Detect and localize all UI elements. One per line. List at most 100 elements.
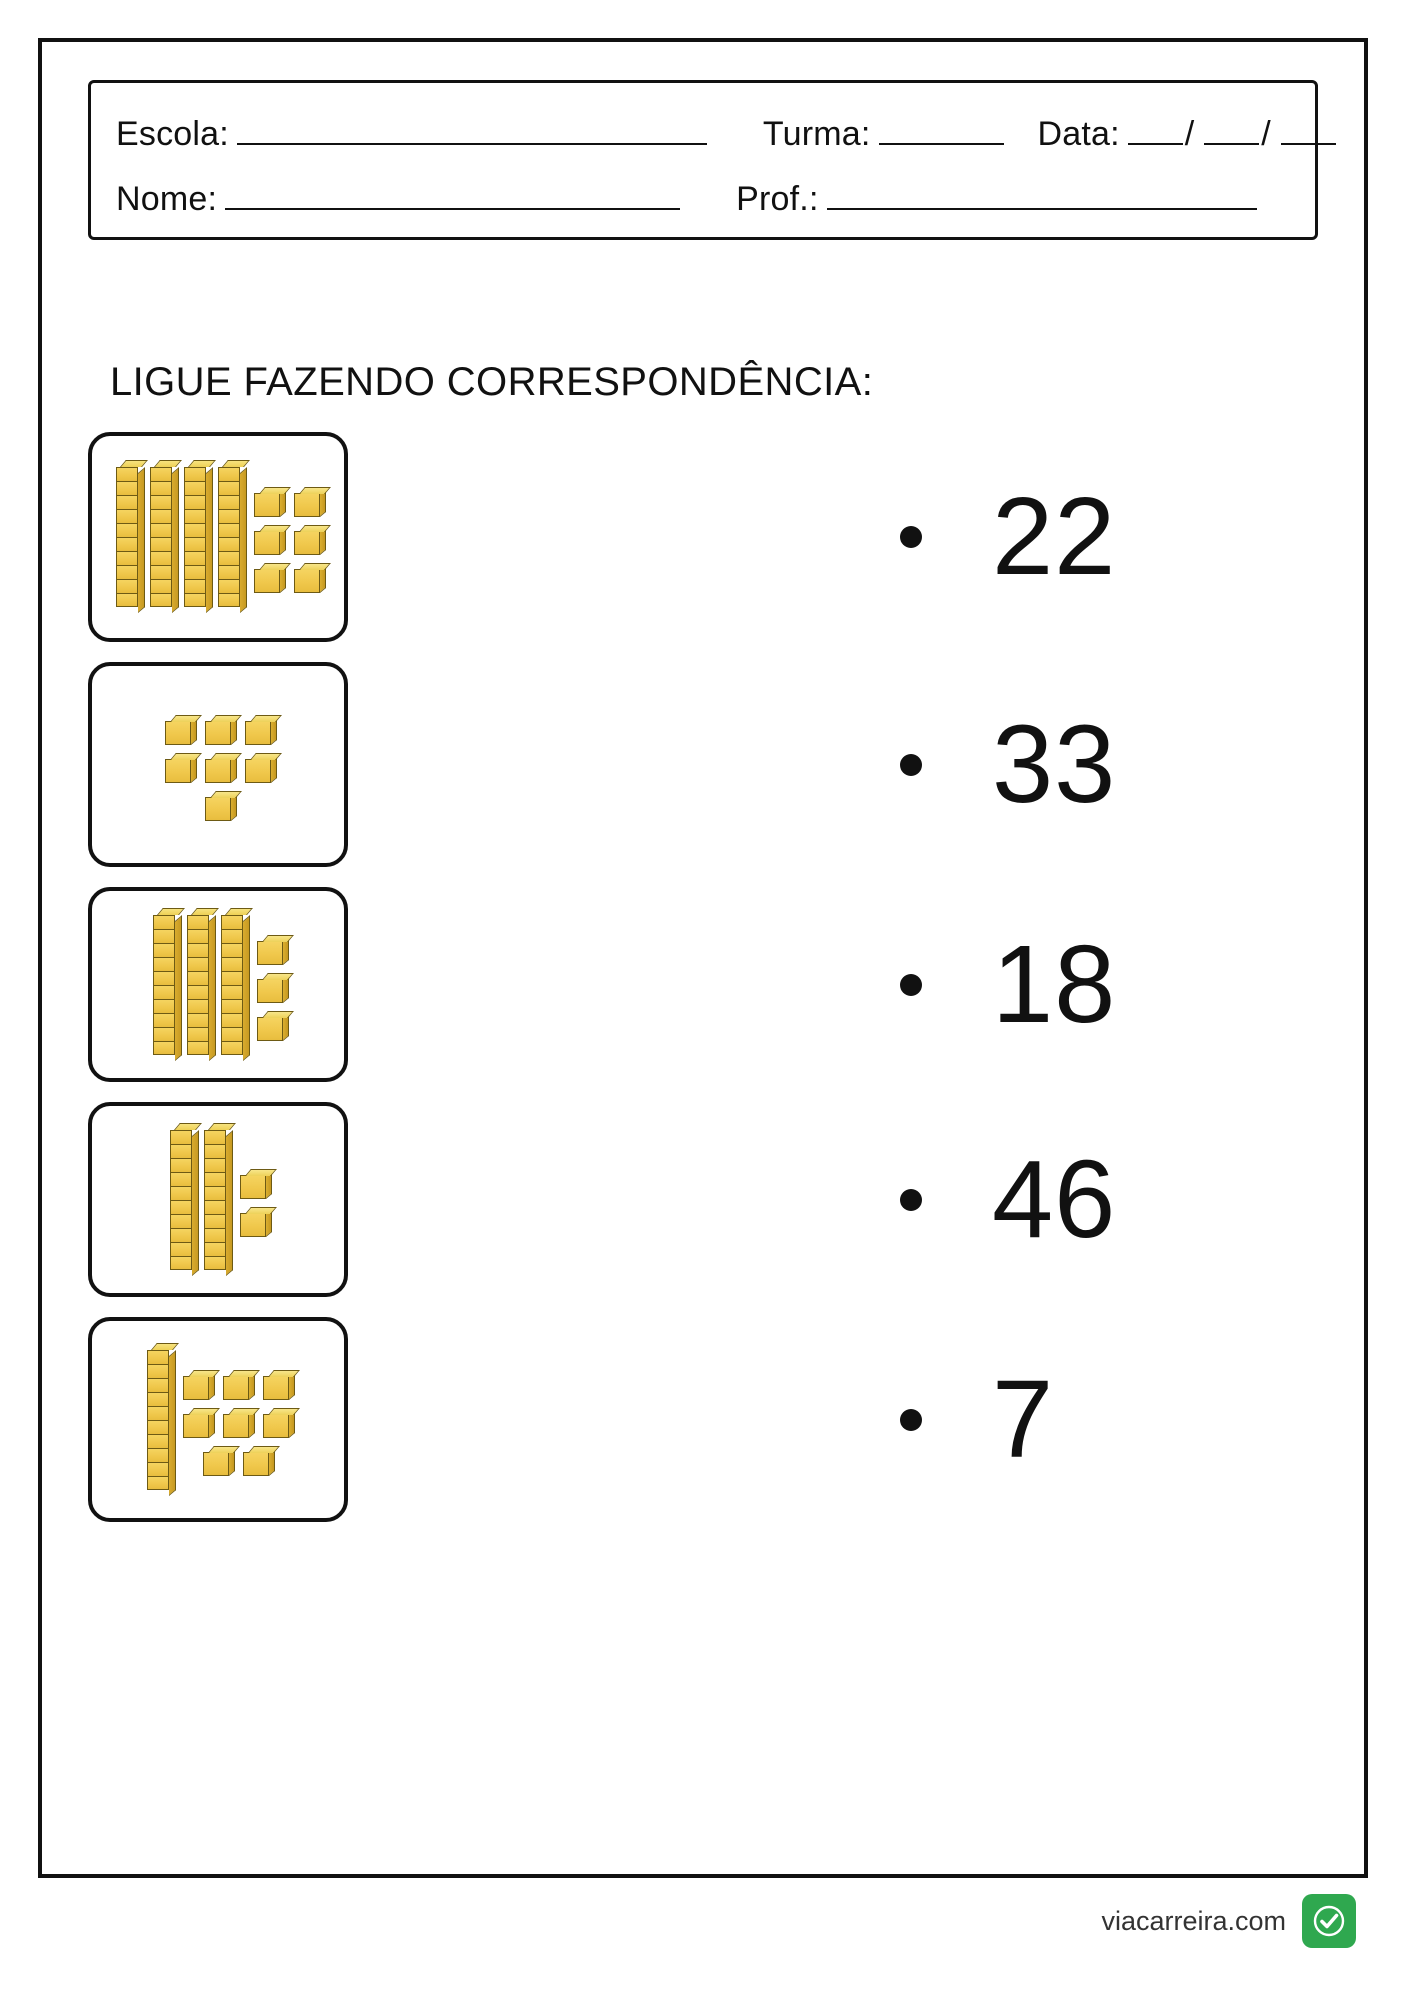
units-row	[183, 1369, 300, 1400]
unit-cube	[165, 714, 202, 745]
ten-rod	[204, 1122, 236, 1276]
ten-rod	[218, 460, 250, 613]
blocks-column	[88, 432, 348, 1542]
prof-label: Prof.:	[736, 180, 819, 218]
units-row	[257, 934, 294, 965]
unit-cube	[203, 1445, 240, 1476]
nome-input-line[interactable]	[225, 182, 681, 210]
card-content	[92, 666, 344, 863]
prof-input-line[interactable]	[826, 182, 1257, 210]
info-row-top: Escola: Turma: Data: / /	[116, 115, 1336, 154]
connection-dot[interactable]	[900, 973, 922, 996]
ten-rod	[221, 907, 253, 1061]
unit-cube	[257, 934, 294, 965]
number-label: 33	[992, 702, 1117, 826]
unit-cube	[183, 1407, 220, 1438]
unit-cube	[294, 525, 331, 555]
turma-label: Turma:	[762, 115, 871, 153]
number-label: 22	[992, 475, 1117, 598]
units-row	[254, 525, 331, 555]
ten-rod	[153, 907, 185, 1061]
card-2[interactable]	[88, 662, 348, 867]
nome-label: Nome:	[116, 180, 218, 218]
unit-cube	[243, 1445, 280, 1476]
unit-cube	[205, 752, 242, 783]
units-row	[183, 1407, 300, 1438]
data-year-line[interactable]	[1280, 117, 1336, 145]
unit-cube	[294, 487, 331, 517]
unit-cube	[223, 1407, 260, 1438]
ten-rod	[147, 1342, 179, 1496]
unit-cube	[254, 563, 291, 593]
unit-cube	[263, 1407, 300, 1438]
units-group	[257, 934, 294, 1041]
unit-cube	[223, 1369, 260, 1400]
units-row	[254, 487, 331, 517]
units-row	[165, 752, 282, 783]
units-row	[257, 972, 294, 1003]
number-label: 7	[992, 1357, 1055, 1481]
unit-cube	[245, 752, 282, 783]
instruction-text: LIGUE FAZENDO CORRESPONDÊNCIA:	[110, 360, 874, 404]
ten-rod	[184, 460, 216, 613]
info-row-bottom: Nome: Prof.:	[116, 180, 1257, 219]
data-label: Data:	[1037, 115, 1120, 153]
card-content	[92, 1321, 344, 1518]
numbers-column: 22 33 18 46 7	[900, 432, 1230, 1542]
unit-cube	[205, 714, 242, 745]
number-option-22[interactable]: 22	[900, 432, 1230, 642]
unit-cube	[240, 1206, 277, 1237]
number-option-46[interactable]: 46	[900, 1102, 1230, 1297]
number-label: 46	[992, 1137, 1117, 1261]
unit-cube	[183, 1369, 220, 1400]
data-month-line[interactable]	[1204, 117, 1260, 145]
escola-label: Escola:	[116, 115, 229, 153]
unit-cube	[240, 1168, 277, 1199]
ten-rod	[187, 907, 219, 1061]
watermark: viacarreira.com	[1101, 1894, 1356, 1948]
card-1[interactable]	[88, 432, 348, 642]
card-4[interactable]	[88, 1102, 348, 1297]
date-separator-2: /	[1261, 115, 1271, 153]
connection-dot[interactable]	[900, 1188, 922, 1211]
unit-cube	[165, 752, 202, 783]
watermark-text: viacarreira.com	[1101, 1905, 1286, 1936]
tens-group	[116, 460, 250, 613]
check-badge-icon	[1302, 1894, 1356, 1948]
unit-cube	[245, 714, 282, 745]
connection-dot[interactable]	[900, 526, 922, 548]
number-label: 18	[992, 922, 1117, 1046]
card-content	[92, 436, 344, 638]
unit-cube	[254, 487, 291, 517]
units-group	[254, 487, 331, 593]
units-row	[254, 563, 331, 593]
units-group	[165, 714, 282, 821]
tens-group	[153, 907, 253, 1061]
turma-input-line[interactable]	[878, 117, 1004, 145]
ten-rod	[170, 1122, 202, 1276]
card-content	[92, 1106, 344, 1293]
date-separator-1: /	[1184, 115, 1195, 153]
units-row	[165, 790, 271, 821]
escola-input-line[interactable]	[236, 117, 707, 145]
unit-cube	[254, 525, 291, 555]
data-day-line[interactable]	[1127, 117, 1183, 145]
connection-dot[interactable]	[900, 1408, 922, 1431]
unit-cube	[257, 1010, 294, 1041]
card-5[interactable]	[88, 1317, 348, 1522]
tens-group	[147, 1342, 179, 1496]
unit-cube	[294, 563, 331, 593]
student-info-box: Escola: Turma: Data: / / Nome: Prof.:	[88, 80, 1336, 240]
card-3[interactable]	[88, 887, 348, 1082]
connection-dot[interactable]	[900, 753, 922, 776]
number-option-33[interactable]: 33	[900, 662, 1230, 867]
units-group	[240, 1168, 277, 1237]
ten-rod	[116, 460, 148, 613]
unit-cube	[257, 972, 294, 1003]
units-row	[183, 1445, 289, 1476]
units-row	[240, 1168, 277, 1199]
number-option-7[interactable]: 7	[900, 1317, 1230, 1522]
unit-cube	[263, 1369, 300, 1400]
units-group	[183, 1369, 300, 1476]
number-option-18[interactable]: 18	[900, 887, 1230, 1082]
